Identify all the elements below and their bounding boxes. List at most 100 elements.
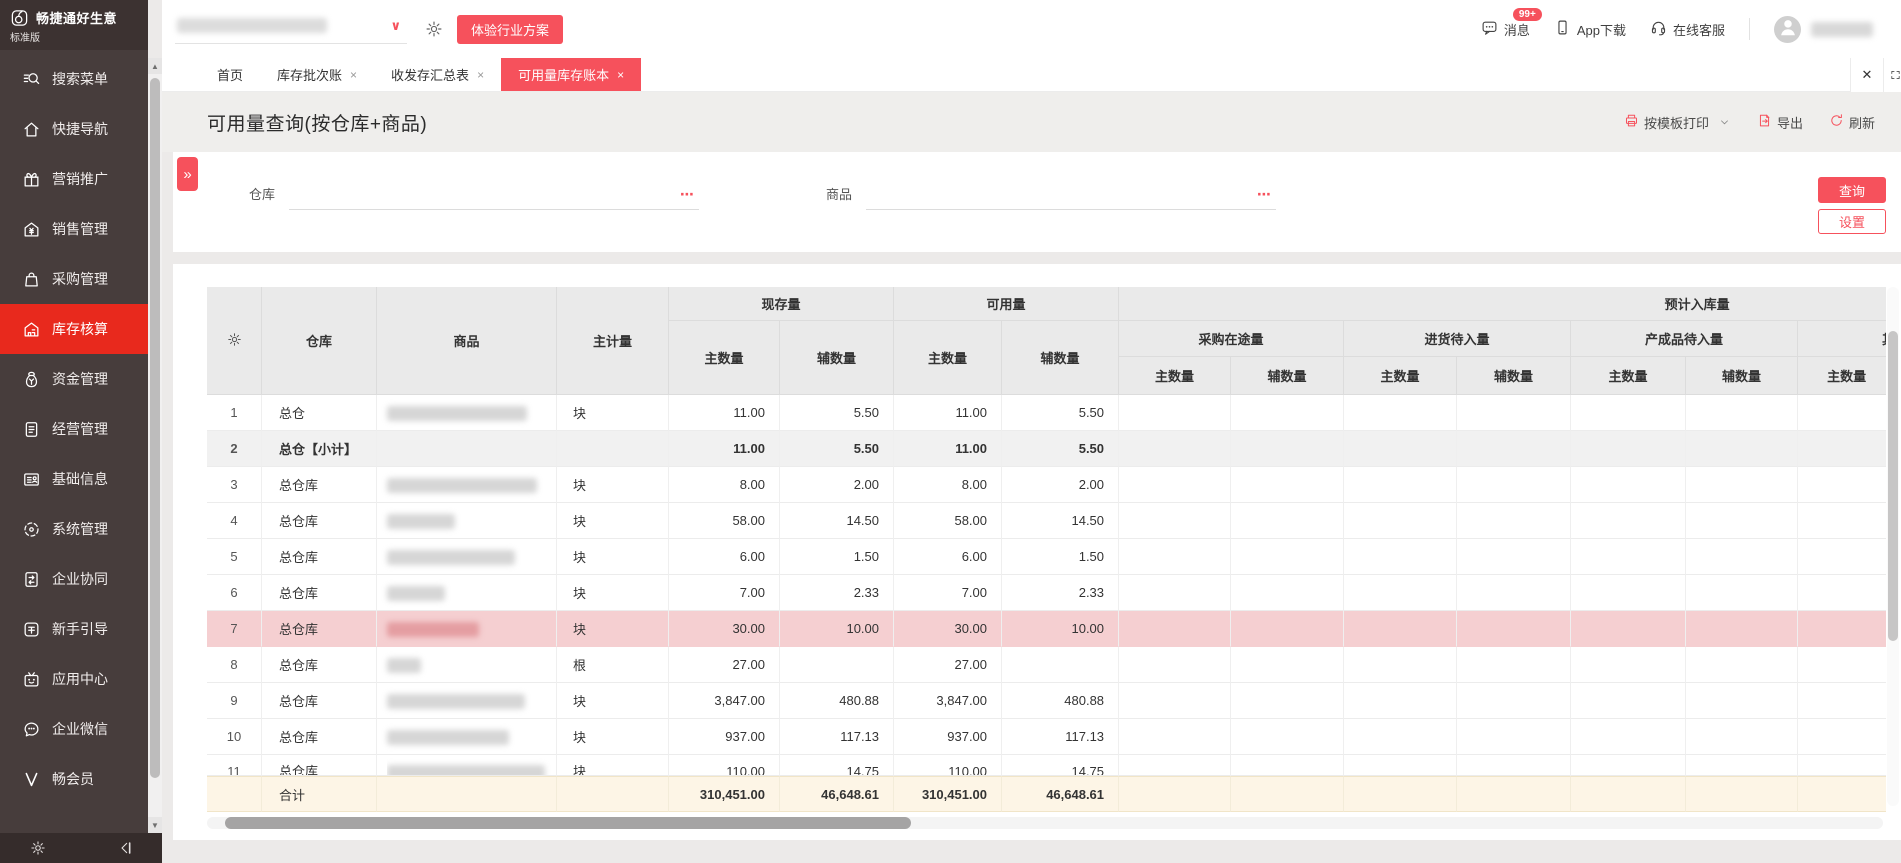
col-main-qty[interactable]: 主数量 <box>1119 357 1232 395</box>
cell: 5.50 <box>1002 431 1120 467</box>
settings-gear-icon[interactable] <box>30 840 46 856</box>
sidebar-item-marketing[interactable]: 营销推广 <box>0 154 148 204</box>
col-main-qty[interactable]: 主数量 <box>894 321 1003 395</box>
more-icon[interactable]: ⋯ <box>1257 186 1273 202</box>
sidebar-item-vip-member[interactable]: 畅会员 <box>0 754 148 804</box>
export-button[interactable]: 导出 <box>1757 113 1803 132</box>
cell <box>1457 755 1572 776</box>
horizontal-scrollbar-thumb[interactable] <box>225 817 911 829</box>
cell-seq: 11 <box>227 764 241 775</box>
cell <box>1457 611 1572 647</box>
vertical-scrollbar-thumb[interactable] <box>1888 331 1898 641</box>
col-aux-qty[interactable]: 辅数量 <box>780 321 895 395</box>
cell <box>1686 539 1799 575</box>
sidebar-item-app-center[interactable]: 应用中心 <box>0 654 148 704</box>
col-product[interactable]: 商品 <box>377 287 557 395</box>
company-selector[interactable]: ∨ <box>175 14 407 44</box>
col-main-unit[interactable]: 主计量 <box>557 287 669 395</box>
tab-close-icon[interactable]: × <box>350 67 358 82</box>
tab-home[interactable]: 首页 <box>200 58 260 91</box>
scroll-down-icon[interactable]: ▼ <box>148 817 162 833</box>
sidebar-item-operations[interactable]: 经营管理 <box>0 404 148 454</box>
app-download-button[interactable]: App下载 <box>1554 19 1626 39</box>
table-row[interactable]: 10 总仓库 块 937.00 117.13 937.00 117.13 <box>207 719 1886 755</box>
col-warehouse[interactable]: 仓库 <box>262 287 377 395</box>
product-filter-field[interactable]: 商品 ⋯ <box>826 182 1277 210</box>
refresh-button[interactable]: 刷新 <box>1829 113 1875 132</box>
cell-seq: 6 <box>230 585 238 600</box>
col-aux-qty[interactable]: 辅数量 <box>1457 357 1572 395</box>
collapse-sidebar-icon[interactable] <box>118 840 134 856</box>
sidebar-item-label: 营销推广 <box>52 171 108 187</box>
col-main-qty[interactable]: 主数量 <box>1344 357 1458 395</box>
sidebar-item-collaboration[interactable]: 企业协同 <box>0 554 148 604</box>
table-row[interactable]: 1 总仓 块 11.00 5.50 11.00 5.50 <box>207 395 1886 431</box>
col-aux-qty[interactable]: 辅数量 <box>1231 357 1345 395</box>
query-button[interactable]: 查询 <box>1818 177 1886 203</box>
avatar[interactable] <box>1774 15 1801 43</box>
table-row[interactable]: 2 总仓【小计】 11.00 5.50 11.00 5.50 <box>207 431 1886 467</box>
tab-batch-ledger[interactable]: 库存批次账 × <box>260 58 374 91</box>
column-settings-gear[interactable] <box>207 287 262 395</box>
sidebar-item-system[interactable]: 系统管理 <box>0 504 148 554</box>
table-row[interactable]: 9 总仓库 块 3,847.00 480.88 3,847.00 480.88 <box>207 683 1886 719</box>
more-icon[interactable]: ⋯ <box>680 186 696 202</box>
tab-close-icon[interactable]: × <box>477 67 485 82</box>
cell <box>1798 467 1886 503</box>
sidebar-item-sales[interactable]: 销售管理 <box>0 204 148 254</box>
cell-stock_main: 8.00 <box>739 477 765 492</box>
sidebar-item-newbie-guide[interactable]: 新手引导 <box>0 604 148 654</box>
warehouse-input[interactable]: ⋯ <box>289 182 700 210</box>
sidebar-item-label: 经营管理 <box>52 421 108 437</box>
manage-icon <box>22 420 41 439</box>
cell <box>1231 683 1345 719</box>
table-row[interactable]: 7 总仓库 块 30.00 10.00 30.00 10.00 <box>207 611 1886 647</box>
sidebar-item-funds[interactable]: 资金管理 <box>0 354 148 404</box>
sidebar-item-inventory-accounting[interactable]: 库存核算 <box>0 304 148 354</box>
cell <box>1798 755 1886 776</box>
experience-plan-button[interactable]: 体验行业方案 <box>457 14 564 44</box>
gear-icon[interactable] <box>425 20 443 38</box>
scroll-up-icon[interactable]: ▲ <box>148 58 162 74</box>
page-toolbar: 按模板打印 导出 刷新 <box>1624 113 1875 132</box>
messages-button[interactable]: 消息 99+ <box>1481 8 1542 39</box>
table-row[interactable]: 4 总仓库 块 58.00 14.50 58.00 14.50 <box>207 503 1886 539</box>
close-tabs-icon[interactable]: ✕ <box>1850 58 1883 92</box>
sidebar-item-quick-nav[interactable]: 快捷导航 <box>0 104 148 154</box>
cell-avail_main: 58.00 <box>954 513 988 528</box>
total-cell <box>377 776 557 812</box>
online-service-button[interactable]: 在线客服 <box>1650 19 1725 39</box>
tab-available-ledger[interactable]: 可用量库存账本 × <box>501 58 642 91</box>
col-main-qty[interactable]: 主数量 <box>1571 357 1687 395</box>
table-row[interactable]: 11 总仓库 块 110.00 14.75 110.00 14.75 <box>207 755 1886 776</box>
cell-stock_main: 6.00 <box>739 549 765 564</box>
sidebar-scrollbar-thumb[interactable] <box>150 78 160 778</box>
table-row[interactable]: 3 总仓库 块 8.00 2.00 8.00 2.00 <box>207 467 1886 503</box>
table-row[interactable]: 8 总仓库 根 27.00 27.00 <box>207 647 1886 683</box>
col-aux-qty[interactable]: 辅数量 <box>1686 357 1799 395</box>
sidebar-item-purchase[interactable]: 采购管理 <box>0 254 148 304</box>
cell: 7.00 <box>669 575 780 611</box>
col-main-qty[interactable]: 主数量 <box>669 321 780 395</box>
print-by-template-button[interactable]: 按模板打印 <box>1624 113 1731 132</box>
cell <box>1231 611 1345 647</box>
sidebar-item-search-menu[interactable]: 搜索菜单 <box>0 54 148 104</box>
chevron-down-icon[interactable] <box>1718 116 1731 129</box>
product-input[interactable]: ⋯ <box>866 182 1277 210</box>
vertical-scrollbar[interactable] <box>1887 287 1899 806</box>
horizontal-scrollbar[interactable] <box>207 817 1883 829</box>
table-row[interactable]: 6 总仓库 块 7.00 2.33 7.00 2.33 <box>207 575 1886 611</box>
col-main-qty[interactable]: 主数量 <box>1798 357 1886 395</box>
col-aux-qty[interactable]: 辅数量 <box>1002 321 1120 395</box>
sidebar-item-basic-info[interactable]: 基础信息 <box>0 454 148 504</box>
expand-filter-button[interactable]: » <box>177 157 198 191</box>
settings-button[interactable]: 设置 <box>1818 209 1886 234</box>
sidebar-scrollbar[interactable]: ▲ ▼ <box>148 58 162 833</box>
table-row[interactable]: 5 总仓库 块 6.00 1.50 6.00 1.50 <box>207 539 1886 575</box>
sidebar-item-wechat[interactable]: 企业微信 <box>0 704 148 754</box>
tab-close-icon[interactable]: × <box>617 67 625 82</box>
warehouse-filter-field[interactable]: 仓库 ⋯ <box>249 182 700 210</box>
tab-summary-table[interactable]: 收发存汇总表 × <box>374 58 501 91</box>
fullscreen-icon[interactable] <box>1883 58 1901 92</box>
